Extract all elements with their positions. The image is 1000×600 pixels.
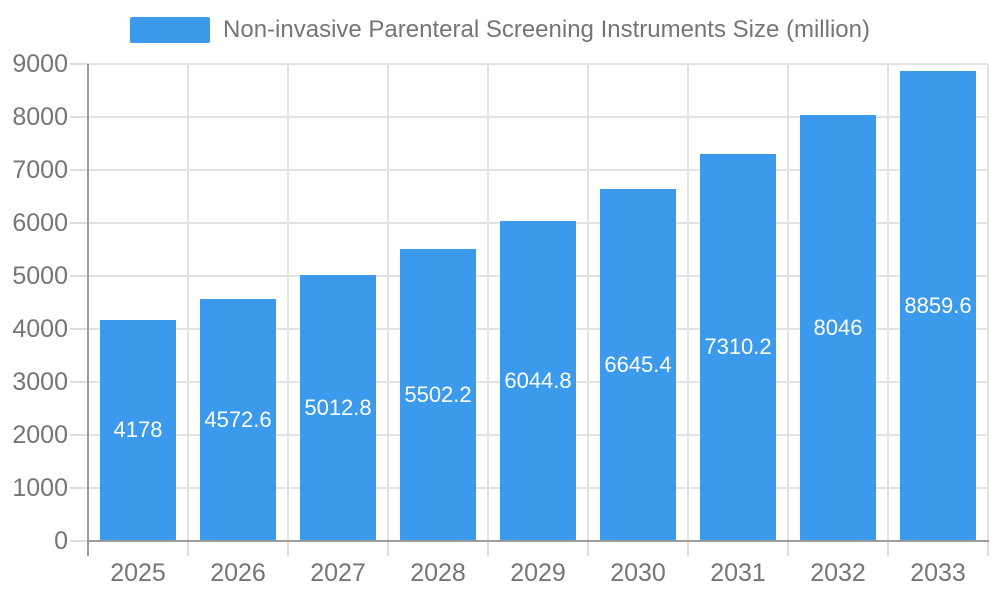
x-axis-tick (987, 541, 989, 556)
bar[interactable] (600, 188, 676, 540)
bar[interactable] (900, 71, 976, 540)
bar[interactable] (300, 275, 376, 540)
y-axis-line (87, 64, 89, 556)
v-gridline (787, 64, 789, 541)
bar-value-label: 4178 (113, 417, 163, 443)
y-axis-tick (70, 540, 88, 542)
x-tick-label: 2028 (410, 559, 466, 587)
y-axis-tick (70, 434, 88, 436)
x-tick-label: 2026 (210, 559, 266, 587)
y-axis-tick (70, 222, 88, 224)
y-axis-tick (70, 328, 88, 330)
y-axis-tick (70, 487, 88, 489)
bar[interactable] (100, 319, 176, 540)
y-tick-label: 5000 (12, 262, 68, 290)
bar-value-label: 7310.2 (704, 334, 772, 360)
bar[interactable] (500, 220, 576, 540)
v-gridline (987, 64, 989, 541)
x-axis-tick (887, 541, 889, 556)
v-gridline (487, 64, 489, 541)
y-tick-label: 3000 (12, 368, 68, 396)
x-tick-label: 2029 (510, 559, 566, 587)
bar-value-label: 4572.6 (204, 406, 272, 432)
y-tick-label: 6000 (12, 209, 68, 237)
x-axis-tick (587, 541, 589, 556)
x-tick-label: 2025 (110, 559, 166, 587)
y-axis-tick (70, 63, 88, 65)
x-axis-tick (387, 541, 389, 556)
v-gridline (687, 64, 689, 541)
legend[interactable]: Non-invasive Parenteral Screening Instru… (0, 12, 1000, 48)
legend-label: Non-invasive Parenteral Screening Instru… (223, 16, 870, 43)
bar-value-label: 5502.2 (404, 382, 472, 408)
v-gridline (287, 64, 289, 541)
v-gridline (887, 64, 889, 541)
bar[interactable] (200, 298, 276, 540)
y-tick-label: 7000 (12, 156, 68, 184)
y-tick-label: 0 (54, 527, 68, 555)
bar-value-label: 6645.4 (604, 351, 672, 377)
v-gridline (387, 64, 389, 541)
x-axis-tick (487, 541, 489, 556)
x-tick-label: 2032 (810, 559, 866, 587)
x-axis-tick (187, 541, 189, 556)
bar-value-label: 5012.8 (304, 395, 372, 421)
y-tick-label: 8000 (12, 103, 68, 131)
x-tick-label: 2030 (610, 559, 666, 587)
y-tick-label: 1000 (12, 474, 68, 502)
x-tick-label: 2031 (710, 559, 766, 587)
y-axis-tick (70, 381, 88, 383)
x-axis-tick (787, 541, 789, 556)
h-gridline (88, 169, 988, 171)
legend-swatch-icon (130, 17, 211, 43)
y-tick-label: 2000 (12, 421, 68, 449)
bar[interactable] (400, 249, 476, 540)
bar[interactable] (800, 114, 876, 540)
x-tick-label: 2033 (910, 559, 966, 587)
v-gridline (187, 64, 189, 541)
bar-value-label: 6044.8 (504, 367, 572, 393)
x-axis-tick (287, 541, 289, 556)
x-axis-line (87, 540, 989, 542)
y-axis-tick (70, 169, 88, 171)
h-gridline (88, 63, 988, 65)
y-tick-label: 4000 (12, 315, 68, 343)
x-axis-tick (687, 541, 689, 556)
bar[interactable] (700, 153, 776, 540)
bar-value-label: 8859.6 (904, 293, 972, 319)
x-tick-label: 2027 (310, 559, 366, 587)
y-axis-tick (70, 116, 88, 118)
bar-value-label: 8046 (813, 314, 863, 340)
y-axis-tick (70, 275, 88, 277)
h-gridline (88, 116, 988, 118)
y-tick-label: 9000 (12, 50, 68, 78)
v-gridline (587, 64, 589, 541)
